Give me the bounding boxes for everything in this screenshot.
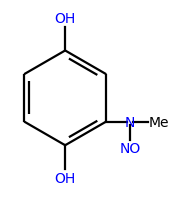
Text: Me: Me	[149, 115, 169, 129]
Text: N: N	[125, 115, 135, 129]
Text: OH: OH	[55, 171, 76, 185]
Text: OH: OH	[55, 12, 76, 26]
Text: NO: NO	[119, 141, 141, 155]
